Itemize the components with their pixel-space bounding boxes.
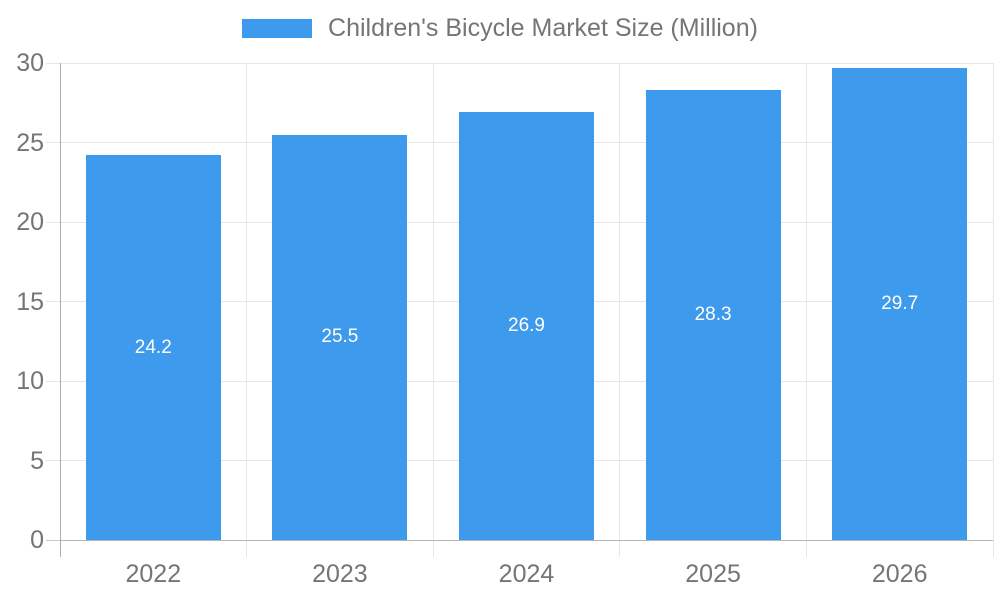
gridline-v (619, 63, 621, 557)
gridline-v (432, 63, 434, 557)
x-tick-label: 2026 (871, 560, 928, 588)
y-tick-mark (46, 539, 60, 541)
bar-value-label: 24.2 (134, 336, 172, 358)
x-tick-label: 2022 (125, 560, 182, 588)
x-axis-line (60, 539, 993, 541)
gridline-v (992, 63, 994, 557)
legend: Children's Bicycle Market Size (Million) (0, 13, 1000, 43)
y-tick-label: 0 (30, 526, 44, 554)
gridline-v (246, 63, 248, 557)
x-tick-label: 2023 (312, 560, 368, 588)
x-tick-label: 2025 (685, 560, 741, 588)
y-tick-label: 20 (16, 208, 44, 236)
bar-value-label: 29.7 (881, 292, 919, 314)
legend-label: Children's Bicycle Market Size (Million) (328, 14, 758, 42)
x-tick-label: 2024 (498, 560, 555, 588)
y-tick-label: 5 (30, 446, 44, 475)
bar-value-label: 25.5 (321, 326, 359, 348)
y-tick-label: 25 (16, 128, 44, 157)
bar-value-label: 26.9 (508, 315, 545, 337)
y-axis-line (59, 63, 61, 557)
bar[interactable]: 28.3 (645, 90, 781, 540)
bar[interactable]: 29.7 (832, 67, 968, 540)
legend-swatch (242, 18, 313, 38)
gridline-v (805, 63, 807, 557)
bar-value-label: 28.3 (694, 304, 732, 325)
y-tick-label: 15 (16, 287, 44, 316)
y-tick-label: 10 (16, 367, 44, 395)
bar[interactable]: 26.9 (459, 112, 594, 540)
y-tick-label: 30 (16, 49, 44, 77)
gridline-h (46, 62, 993, 64)
bar[interactable]: 25.5 (272, 134, 408, 540)
legend-item[interactable]: Children's Bicycle Market Size (Million) (242, 13, 758, 43)
bar[interactable]: 24.2 (85, 155, 221, 540)
